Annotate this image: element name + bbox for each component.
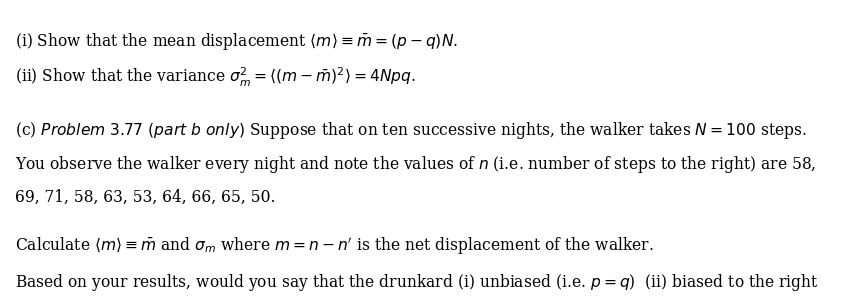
Text: Based on your results, would you say that the drunkard (i) unbiased (i.e. $p = q: Based on your results, would you say tha… — [15, 272, 818, 293]
Text: (ii) Show that the variance $\sigma_m^2 = \langle(m - \bar{m})^2\rangle = 4Npq$.: (ii) Show that the variance $\sigma_m^2 … — [15, 66, 415, 89]
Text: You observe the walker every night and note the values of $n$ (i.e. number of st: You observe the walker every night and n… — [15, 154, 815, 175]
Text: 69, 71, 58, 63, 53, 64, 66, 65, 50.: 69, 71, 58, 63, 53, 64, 66, 65, 50. — [15, 188, 276, 205]
Text: Calculate $\langle m \rangle \equiv \bar{m}$ and $\sigma_m$ where $m = n - n'$ i: Calculate $\langle m \rangle \equiv \bar… — [15, 235, 653, 256]
Text: (c) $\mathit{Problem\ 3.77\ (part\ b\ only)}$ Suppose that on ten successive nig: (c) $\mathit{Problem\ 3.77\ (part\ b\ on… — [15, 120, 806, 141]
Text: (i) Show that the mean displacement $\langle m \rangle \equiv \bar{m} = (p - q)N: (i) Show that the mean displacement $\la… — [15, 31, 458, 52]
